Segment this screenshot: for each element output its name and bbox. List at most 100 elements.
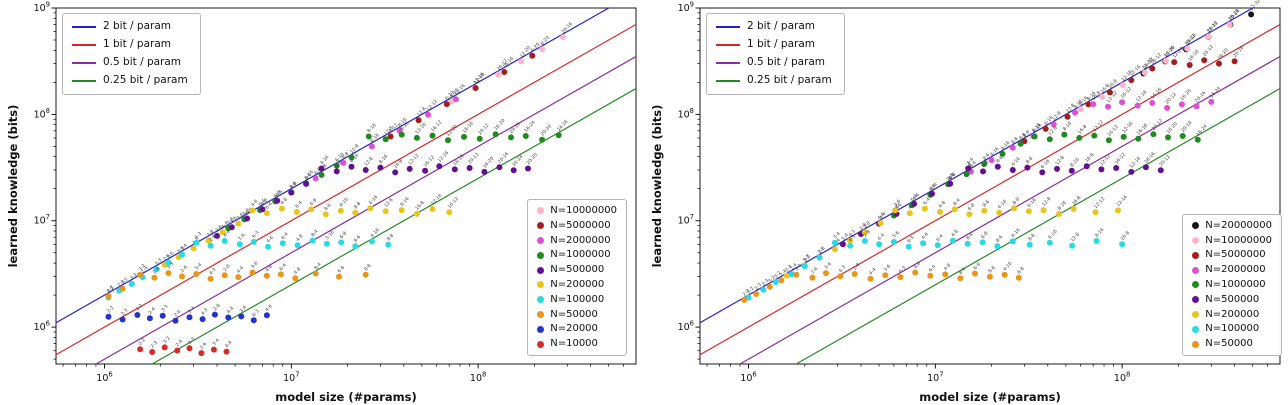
point-label: 2-6 — [166, 250, 176, 260]
legend-dot — [1192, 296, 1200, 304]
point-label: 3-4 — [187, 305, 197, 315]
point-label: 12-12 — [407, 153, 420, 167]
point-label: 3-3 — [187, 336, 197, 346]
point-label: 2-8 — [222, 263, 232, 273]
point-label: 8-16 — [1094, 227, 1105, 239]
point-label: 4-8 — [943, 262, 953, 272]
point-label: 2-6 — [199, 341, 209, 351]
minor-ticks — [53, 12, 624, 367]
legend-dot — [537, 325, 545, 333]
point-label: 8-16 — [1062, 120, 1073, 132]
point-label: 3-16 — [324, 230, 335, 242]
point-label: 8-6 — [353, 234, 363, 244]
series-500000: 3-64-66-44-88-46-88-64-16 8-86-16 12-8 8-16… — [214, 150, 539, 239]
point-label: 6-16 — [1043, 115, 1054, 127]
legend-dot — [537, 296, 545, 304]
legend-label: N=50000 — [1205, 338, 1253, 350]
point-label: 6-4 — [278, 262, 288, 272]
point-label: 12-16 — [437, 150, 450, 164]
legend-label: 0.5 bit / param — [747, 56, 826, 69]
line-legend-entry: 0.5 bit / param — [716, 56, 832, 69]
point-label: 3-6 — [894, 202, 904, 212]
point-label: 12-8 — [349, 143, 360, 155]
point-label: 6-3 — [898, 265, 908, 275]
svg-text:107: 107 — [927, 371, 943, 385]
point-label: 3-4 — [823, 261, 833, 271]
legend-label: N=5000000 — [1205, 249, 1266, 261]
point-label: 3-4 — [176, 245, 186, 255]
point-label: 4-16 — [338, 197, 349, 209]
point-label: 2-3 — [754, 282, 764, 292]
legend-dot — [1192, 281, 1200, 289]
point-label: 4-16 — [369, 227, 380, 239]
point-label: 16-20 — [493, 118, 506, 132]
point-label: 4-8 — [279, 197, 289, 207]
point-label: 6-16 — [1040, 158, 1051, 170]
legend-label: N=5000000 — [550, 219, 611, 231]
point-label: 2-8 — [212, 303, 222, 313]
point-label: 12-16 — [414, 122, 427, 136]
series-legend-entry: N=100000 — [537, 294, 617, 306]
point-label: 4-3 — [838, 264, 848, 274]
legend-label: N=500000 — [550, 264, 605, 276]
reference-lines — [55, 7, 637, 365]
point-label: 4-16 — [319, 154, 330, 166]
point-label: 4-4 — [876, 232, 886, 242]
point-label: 20-16 — [497, 151, 510, 165]
point-label: 8-4 — [294, 200, 304, 210]
point-label: 12-8 — [363, 156, 374, 168]
point-label: 16-8 — [1099, 83, 1110, 95]
point-label: 4-4 — [878, 211, 888, 221]
point-label: 4-6 — [913, 260, 923, 270]
point-label: 20-12 — [1151, 118, 1164, 132]
point-label: 3-6 — [250, 260, 260, 270]
point-label: 3-2 — [137, 263, 147, 273]
point-label: 3-3 — [154, 257, 164, 267]
point-label: 3-2 — [162, 335, 172, 345]
point-label: 8-8 — [334, 159, 344, 169]
point-label: 6-3 — [251, 308, 261, 318]
series-legend-entry: N=10000000 — [537, 205, 617, 217]
series-legend-entry: N=10000000 — [1192, 235, 1272, 247]
point-label: 2-4 — [140, 265, 150, 275]
point-label: 8-4 — [958, 266, 968, 276]
point-label: 6-8 — [289, 181, 299, 191]
point-label: 8-20 — [399, 120, 410, 132]
point-label: 8-8 — [1010, 136, 1020, 146]
point-label: 4-4 — [868, 267, 878, 277]
legend-line-sample — [72, 79, 96, 82]
point-label: 6-4 — [909, 193, 919, 203]
point-label: 20-16 — [560, 21, 573, 35]
legend-label: N=20000000 — [1205, 219, 1272, 231]
svg-text:108: 108 — [470, 371, 486, 385]
point-label: 3-6 — [891, 230, 901, 240]
point-label: 2-4 — [152, 266, 162, 276]
point-label: 6-16 — [1026, 197, 1037, 209]
point-label: 8-8 — [1016, 266, 1026, 276]
point-label: 4-16 — [1010, 156, 1021, 168]
point-label: 16-12 — [1114, 152, 1127, 166]
line-legend-entry: 0.5 bit / param — [72, 56, 188, 69]
legend-label: 0.25 bit / param — [747, 74, 832, 87]
point-label: 8-6 — [995, 234, 1005, 244]
series-legend-entry: N=50000 — [537, 309, 617, 321]
point-label: 20-16 — [1232, 45, 1245, 59]
point-label: 6-16 — [349, 153, 360, 165]
point-label: 2-3 — [117, 279, 127, 289]
x-axis-label: model size (#params) — [919, 390, 1061, 404]
point-label: 8-20 — [444, 90, 455, 102]
series-legend: N=20000000 N=10000000 N=5000000 N=2000000 N=… — [1182, 213, 1282, 356]
point-label: 6-16 — [368, 194, 379, 206]
point-label: 4-3 — [847, 234, 857, 244]
y-axis-ticks: 106 107 108 109 — [678, 1, 700, 333]
series-1000000: 3-84-88-46-88-64-168-86-1612-88-1612-88-… — [225, 118, 570, 232]
point-label: 16-20 — [1165, 121, 1178, 135]
point-label: 4-6 — [907, 201, 917, 211]
line-legend-entry: 1 bit / param — [716, 38, 832, 51]
point-label: 4-8 — [260, 197, 270, 207]
series-legend-entry: N=5000000 — [537, 220, 617, 232]
svg-text:108: 108 — [678, 107, 694, 121]
chart-right: 106 107 108 106 107 108 109 12-20 16-16 20-12 16-2… — [644, 0, 1288, 405]
point-label: 16-8 — [1084, 152, 1095, 164]
